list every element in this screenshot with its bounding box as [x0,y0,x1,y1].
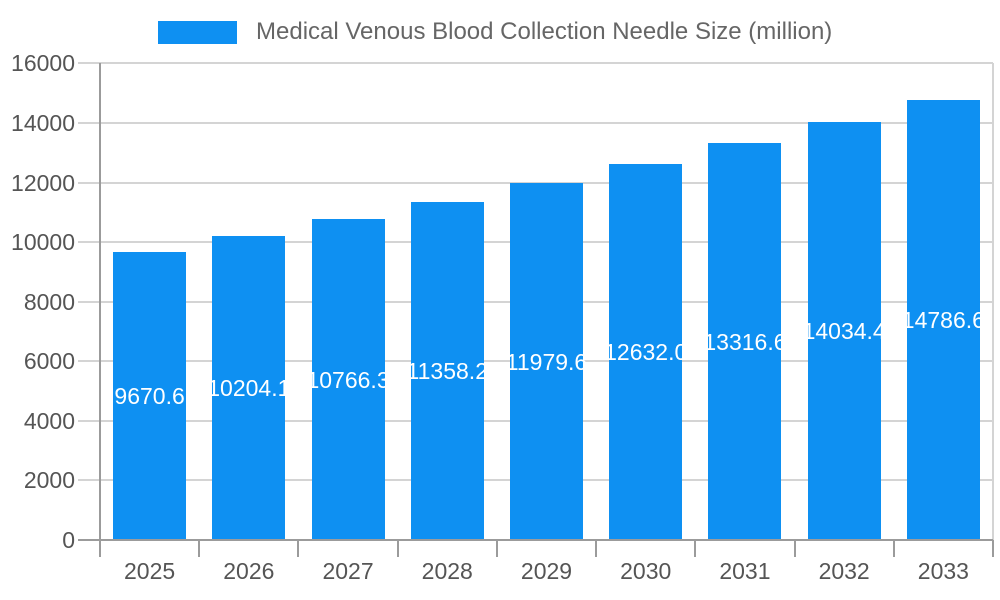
x-axis-tick [99,540,101,557]
plot-right-border [992,63,994,540]
y-axis-label: 4000 [23,407,75,434]
x-axis-tick [198,540,201,557]
bar[interactable] [510,183,583,540]
x-axis-label: 2026 [223,558,275,584]
bar[interactable] [212,236,286,540]
x-axis-label: 2025 [124,558,176,584]
y-axis-label: 10000 [11,229,75,256]
x-axis-label: 2027 [322,558,374,584]
x-axis-tick [694,540,697,557]
x-axis-tick [892,540,895,557]
gridline [78,121,993,124]
y-axis-label: 14000 [11,109,75,136]
x-axis-tick [595,540,598,557]
y-axis-label: 6000 [23,348,75,375]
x-axis-tick [297,540,300,557]
bar[interactable] [311,219,385,540]
y-axis-label: 12000 [11,169,75,196]
bar[interactable] [807,121,881,540]
x-axis-label: 2030 [620,558,672,584]
y-axis-label: 16000 [11,50,75,77]
x-axis-label: 2033 [917,558,969,584]
gridline [78,181,993,184]
y-axis-line [99,63,101,557]
x-axis-tick [793,540,796,557]
legend-item[interactable]: Medical Venous Blood Collection Needle S… [158,17,832,47]
x-axis-label: 2032 [818,558,870,584]
bar[interactable] [410,201,484,540]
x-axis-tick [992,540,994,557]
y-axis-label: 8000 [23,288,75,315]
x-axis-label: 2029 [520,558,573,584]
y-axis-label: 0 [62,527,75,553]
x-axis-tick [396,540,399,557]
x-axis-label: 2028 [421,558,473,584]
bar[interactable] [113,251,187,540]
legend-label: Medical Venous Blood Collection Needle S… [256,18,833,45]
bar[interactable] [708,143,782,540]
bar[interactable] [906,99,980,540]
bar[interactable] [609,163,683,540]
x-axis-line [78,539,993,541]
y-axis-label: 2000 [23,467,75,494]
x-axis-label: 2031 [719,558,771,584]
legend-swatch [158,20,237,44]
x-axis-tick [495,540,498,557]
gridline [78,62,993,65]
